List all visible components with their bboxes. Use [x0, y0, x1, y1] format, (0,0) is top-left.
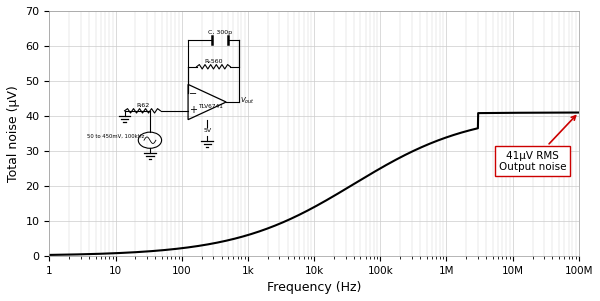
- Text: 41μV RMS
Output noise: 41μV RMS Output noise: [499, 116, 575, 172]
- Y-axis label: Total noise (μV): Total noise (μV): [7, 85, 20, 182]
- X-axis label: Frequency (Hz): Frequency (Hz): [267, 281, 361, 294]
